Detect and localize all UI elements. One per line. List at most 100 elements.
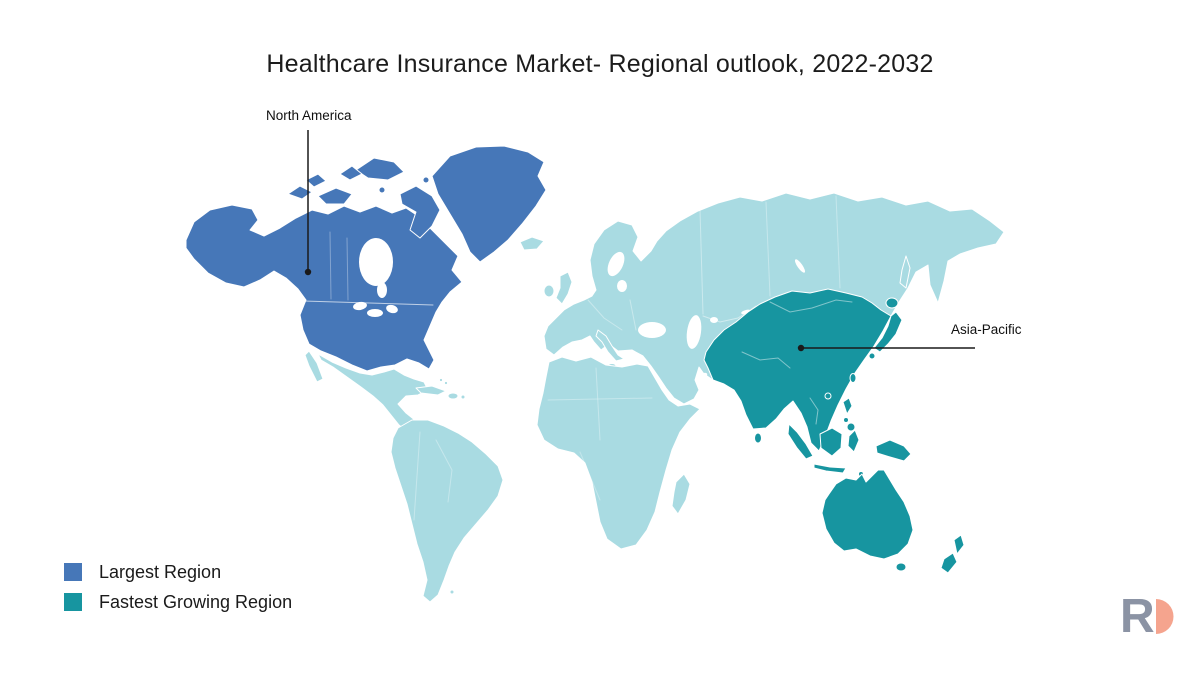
island-taiwan: [849, 373, 857, 383]
label-north-america: North America: [266, 108, 352, 123]
island-arctic-4: [422, 176, 430, 184]
lake-baikal: [794, 259, 806, 273]
border-africa-3: [579, 451, 601, 501]
logo-half-circle-d: [1156, 599, 1174, 634]
great-lake-2: [367, 309, 383, 317]
border-europe-1: [587, 299, 623, 331]
legend-swatch-largest: [64, 563, 82, 581]
island-hainan: [824, 392, 832, 400]
sea-baltic-south: [617, 280, 627, 292]
island-iceland: [519, 236, 545, 251]
border-south-america-2: [435, 439, 453, 503]
border-russia-ural: [699, 209, 704, 315]
island-hokkaido: [885, 297, 899, 309]
island-baffin: [399, 185, 441, 239]
border-kazakh: [702, 305, 757, 323]
border-canada-2: [346, 237, 349, 301]
island-falkland: [449, 589, 455, 595]
island-luzon: [842, 397, 853, 415]
island-kyushu: [868, 352, 876, 360]
hudson-bay: [359, 238, 393, 286]
landmass-baja: [304, 350, 324, 383]
island-sumatra: [787, 423, 814, 460]
legend-swatch-largest-icon: [64, 563, 82, 581]
page-title: Healthcare Insurance Market- Regional ou…: [266, 50, 934, 78]
island-bahamas-2: [443, 380, 449, 386]
island-sulawesi: [847, 429, 860, 453]
landmass-asia-pacific-mainland: [703, 288, 892, 452]
island-great-britain: [555, 271, 573, 305]
island-borneo: [819, 427, 843, 457]
legend-item-fastest: Fastest Growing Region: [64, 592, 292, 612]
legend-item-largest: Largest Region: [64, 562, 292, 582]
island-sri-lanka: [754, 432, 762, 444]
island-hispaniola: [447, 392, 459, 400]
island-arctic-3: [378, 186, 386, 194]
sea-caspian: [686, 315, 702, 349]
island-sakhalin: [899, 255, 911, 289]
region-asia-pacific: [703, 288, 965, 574]
great-lake-1: [353, 301, 367, 311]
landmass-greenland: [431, 145, 547, 263]
legend: Largest Region Fastest Growing Region: [64, 562, 292, 612]
border-indochina: [809, 397, 819, 425]
border-south-america-1: [413, 431, 421, 521]
country-borders: [302, 195, 853, 521]
great-lake-3: [386, 304, 398, 314]
border-russia-2: [765, 201, 771, 297]
island-puerto-rico: [460, 394, 466, 400]
border-africa-2: [595, 367, 601, 441]
island-mindanao: [846, 422, 856, 432]
island-cuba: [415, 385, 447, 396]
landmass-africa: [536, 356, 701, 550]
legend-label-largest: Largest Region: [99, 561, 222, 582]
landmass-south-america: [390, 419, 504, 603]
island-new-guinea: [875, 439, 912, 462]
island-nz-south: [940, 552, 958, 574]
landmass-mexico-central-america: [317, 353, 434, 448]
border-africa-1: [547, 397, 653, 401]
brand-logo: R: [1120, 590, 1180, 643]
brand-logo-icon: R: [1120, 590, 1174, 643]
border-europe-2: [629, 299, 637, 331]
region-north-america: [185, 145, 547, 372]
north-america-lakes: [353, 238, 398, 317]
gulf-persian: [696, 372, 708, 382]
border-russia-3: [835, 195, 841, 289]
island-banks: [305, 173, 327, 188]
border-canada-1: [329, 231, 332, 300]
label-asia-pacific: Asia-Pacific: [951, 322, 1022, 337]
island-honshu: [873, 311, 903, 353]
legend-swatch-fastest-icon: [64, 593, 82, 611]
north-america-leader-line: [304, 130, 312, 276]
island-arctic-1: [287, 185, 313, 200]
border-china-india: [741, 351, 791, 369]
asia-pacific-leader-line: [797, 344, 975, 352]
border-china-mongolia: [769, 299, 853, 313]
legend-label-fastest: Fastest Growing Region: [99, 591, 293, 612]
island-ireland: [543, 284, 555, 298]
north-america-leader-dot: [304, 268, 312, 276]
island-ellesmere: [355, 157, 405, 181]
sea-black: [638, 322, 666, 338]
border-us-canada: [302, 300, 434, 306]
island-visayas: [843, 417, 849, 423]
island-nz-north: [953, 534, 965, 555]
sea-baltic: [607, 251, 625, 277]
island-victoria: [317, 187, 353, 205]
island-tasmania: [895, 562, 907, 572]
island-bahamas: [438, 377, 444, 383]
landmass-north-america: [185, 204, 463, 372]
island-madagascar: [671, 473, 691, 515]
legend-swatch-fastest: [64, 593, 82, 611]
james-bay: [377, 282, 387, 298]
island-arctic-2: [339, 165, 363, 181]
sea-aral: [710, 317, 718, 323]
landmass-italy: [595, 329, 625, 362]
logo-letter-r: R: [1120, 594, 1155, 638]
asia-pacific-leader-dot: [797, 344, 805, 352]
inland-seas: [607, 251, 806, 382]
island-java: [813, 463, 847, 474]
